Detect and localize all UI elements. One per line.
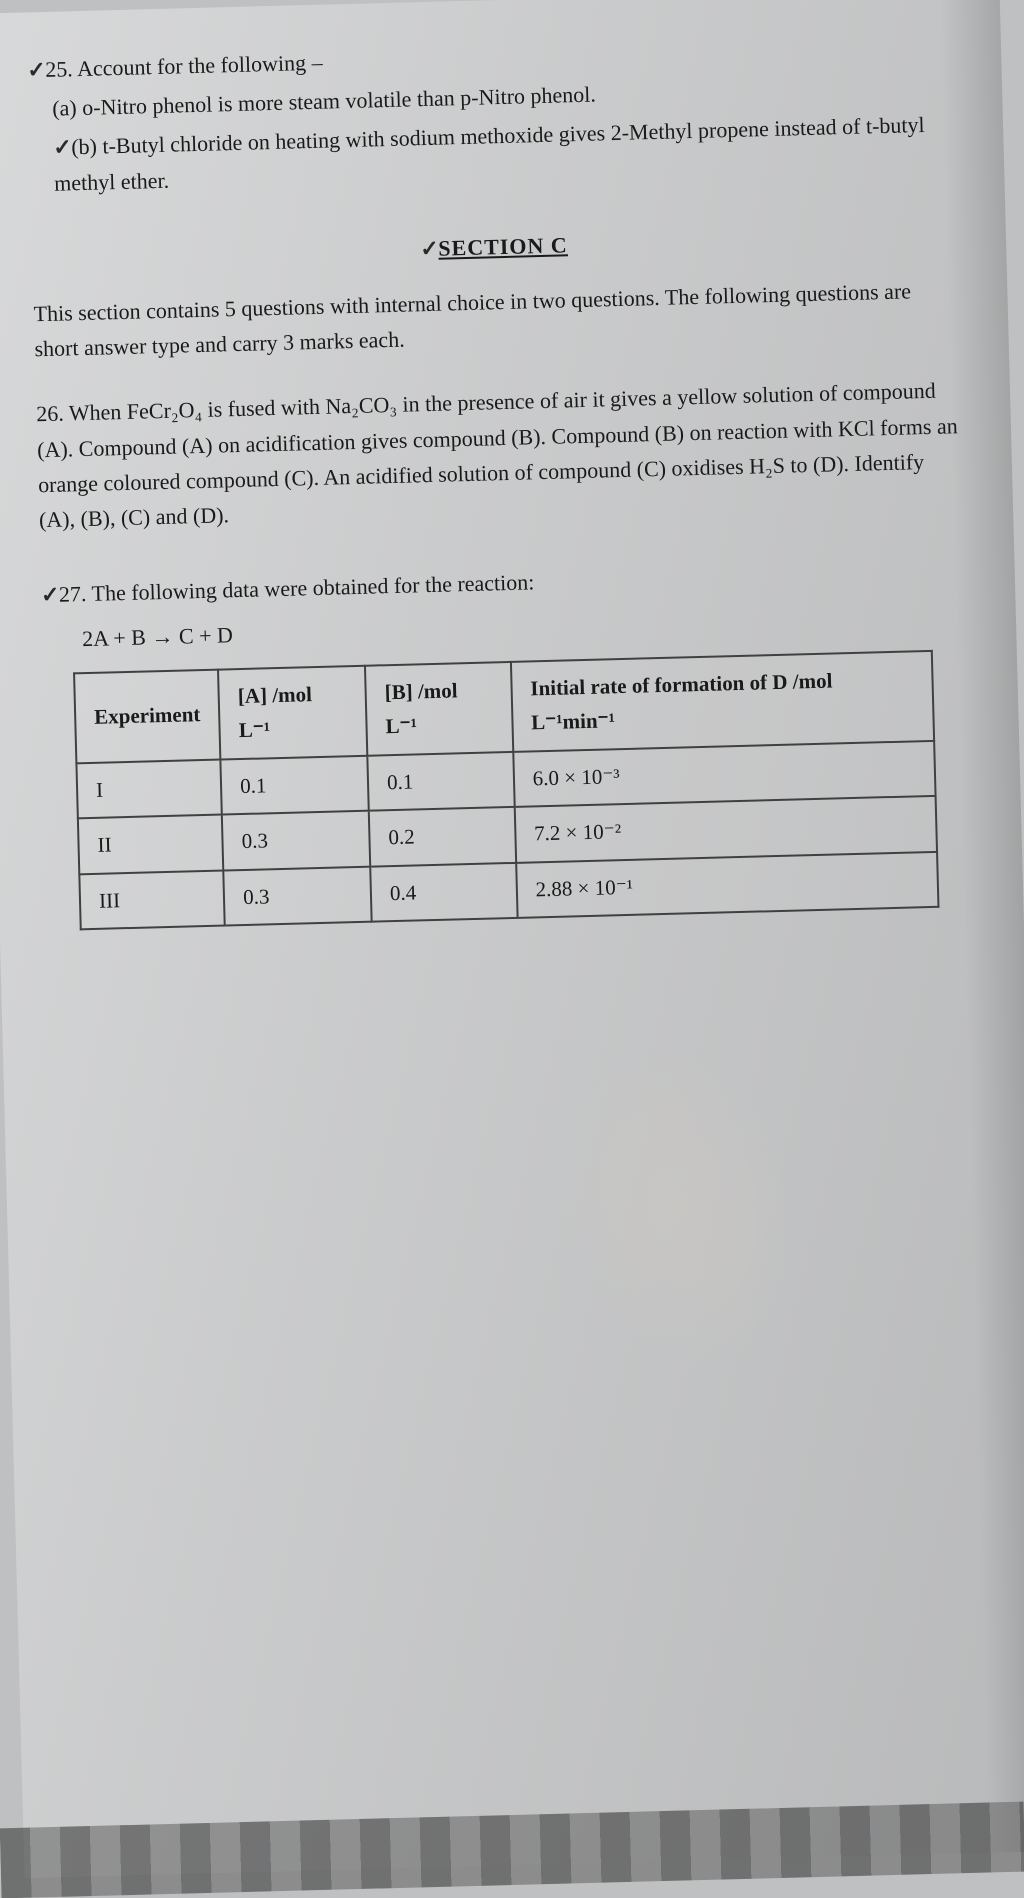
thumb-smudge: [538, 1027, 817, 1384]
cell-a: 0.1: [221, 755, 369, 814]
cell-b: 0.1: [367, 752, 514, 811]
col-a-conc: [A] /mol L⁻¹: [218, 666, 367, 759]
tick-icon: ✓: [420, 230, 439, 266]
cell-b: 0.2: [369, 807, 516, 866]
section-c-title: SECTION C: [438, 232, 568, 260]
cell-a: 0.3: [223, 867, 371, 926]
cell-exp: I: [76, 759, 222, 818]
col-rate: Initial rate of formation of D /mol L⁻¹m…: [511, 651, 934, 751]
q25-intro: 25. Account for the following –: [45, 50, 323, 82]
cell-a: 0.3: [222, 811, 370, 870]
cell-b: 0.4: [370, 863, 517, 922]
q27-intro: 27. The following data were obtained for…: [59, 569, 535, 606]
cell-exp: II: [78, 815, 224, 874]
col-experiment: Experiment: [74, 670, 220, 763]
section-c-desc: This section contains 5 questions with i…: [33, 272, 959, 367]
tick-icon: ✓: [53, 130, 72, 166]
tick-icon: ✓: [41, 577, 60, 613]
question-27: ✓27. The following data were obtained fo…: [41, 553, 974, 931]
col-b-conc: [B] /mol L⁻¹: [365, 662, 513, 755]
tick-icon: ✓: [27, 52, 46, 88]
q27-data-table: Experiment [A] /mol L⁻¹ [B] /mol L⁻¹ Ini…: [73, 650, 939, 930]
cell-exp: III: [79, 870, 225, 929]
cell-rate: 2.88 × 10⁻¹: [516, 852, 939, 919]
q25-part-b: (b) t-Butyl chloride on heating with sod…: [54, 112, 925, 195]
question-26: 26. When FeCr₂O₄ is fused with Na₂CO₃ in…: [36, 372, 963, 537]
question-25: ✓25. Account for the following – (a) o-N…: [27, 28, 955, 201]
